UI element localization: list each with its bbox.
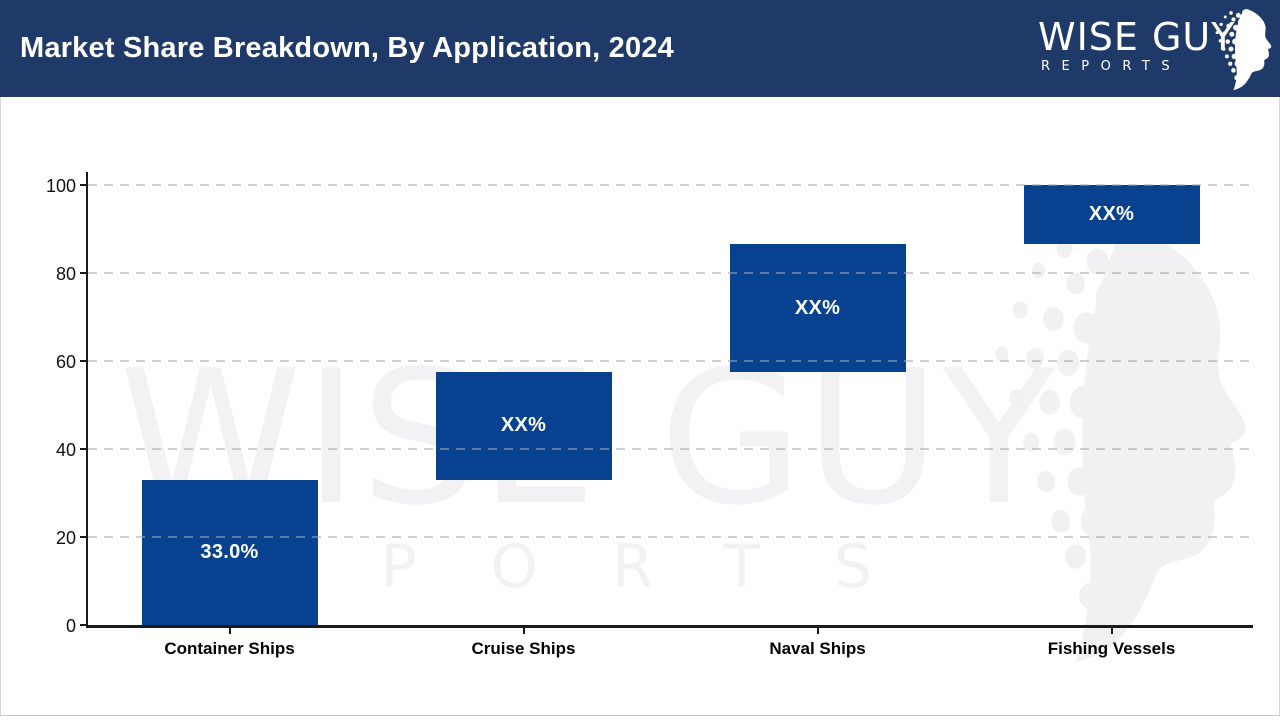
y-tick-label: 100: [45, 176, 76, 196]
brand-logo-text: WISE GUY REPORTS: [1038, 18, 1235, 74]
y-tick-mark: [80, 184, 88, 186]
x-tick-mark: [1110, 625, 1113, 634]
bar-fishing-vessels[interactable]: XX%: [1023, 185, 1200, 245]
x-axis-line: [86, 625, 1253, 628]
header-bar: Market Share Breakdown, By Application, …: [0, 0, 1280, 97]
x-category-label: Naval Ships: [769, 639, 866, 658]
y-axis-line: [86, 172, 88, 627]
brand-name: WISE GUY: [1038, 15, 1236, 59]
x-tick-mark: [522, 625, 525, 634]
bar-value-label: XX%: [500, 414, 547, 437]
y-tick-mark: [80, 536, 88, 538]
x-category-label: Container Ships: [164, 639, 295, 658]
brand-subtitle: REPORTS: [1041, 59, 1182, 74]
y-tick-mark: [80, 448, 88, 450]
y-tick-mark: [80, 360, 88, 362]
chart-title: Market Share Breakdown, By Application, …: [20, 32, 674, 64]
bar-value-label: 33.0%: [200, 540, 259, 563]
gridline: [88, 272, 1253, 274]
watermark-face-dots-icon: [995, 226, 1246, 662]
gridline: [88, 448, 1253, 450]
y-tick-label: 60: [55, 352, 76, 372]
x-tick-mark: [816, 625, 819, 634]
x-tick-mark: [228, 625, 231, 634]
y-tick-label: 20: [55, 528, 76, 548]
bar-value-label: XX%: [1088, 203, 1135, 226]
y-tick-label: 80: [55, 264, 76, 284]
bar-naval-ships[interactable]: XX%: [729, 244, 906, 372]
gridline: [88, 184, 1253, 186]
x-category-label: Cruise Ships: [471, 639, 576, 658]
gridline: [88, 360, 1253, 362]
bar-cruise-ships[interactable]: XX%: [435, 372, 612, 480]
gridline: [88, 536, 1253, 538]
y-tick-label: 0: [65, 616, 76, 636]
brand-logo: WISE GUY REPORTS: [1026, 8, 1276, 90]
y-tick-label: 40: [55, 440, 76, 460]
brand-face-dots-icon: [1215, 8, 1272, 90]
bar-container-ships[interactable]: 33.0%: [141, 479, 318, 625]
y-tick-mark: [80, 624, 88, 626]
x-category-label: Fishing Vessels: [1047, 639, 1176, 658]
bar-value-label: XX%: [794, 296, 841, 319]
y-tick-mark: [80, 272, 88, 274]
